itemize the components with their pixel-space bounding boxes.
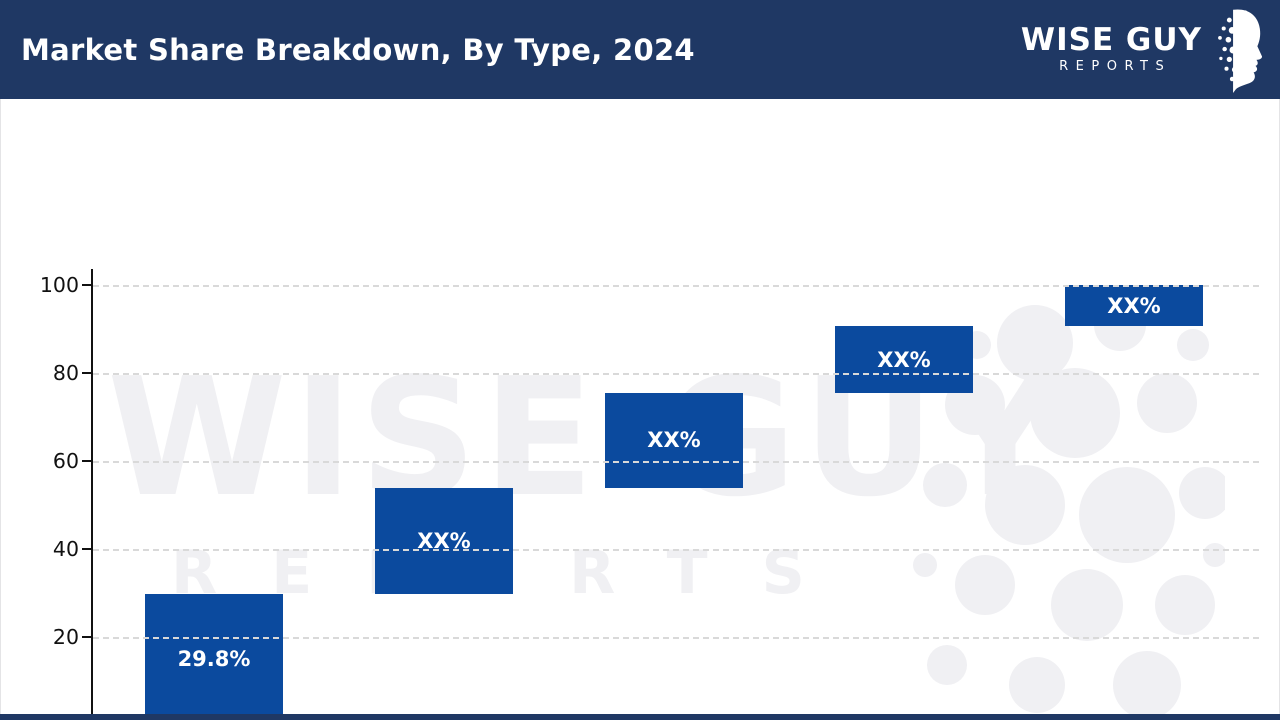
bar-value-label: XX% [877,347,931,372]
logo-subtitle: REPORTS [1059,59,1172,74]
logo-wordmark: WISE GUY [1020,22,1202,58]
bar-value-label: XX% [1107,293,1161,318]
y-axis-tick-mark [82,460,91,462]
bar-value-label: 29.8% [177,647,251,672]
y-axis-tick-label: 80 [52,361,79,385]
logo-head-icon [1218,8,1263,93]
y-axis-tick-label: 40 [52,537,79,561]
header-bar: Market Share Breakdown, By Type, 2024 WI… [0,0,1280,99]
y-axis-tick-mark [82,372,91,374]
logo: WISE GUY REPORTS [1021,0,1264,99]
plot-area: 02040608010029.8%Electro-OpticalXX%Laser… [40,269,1259,720]
bar-segment: XX% [375,487,513,594]
gridline [93,373,1259,375]
bar-segment: XX% [1065,285,1203,327]
bar-segment: XX% [835,326,973,393]
y-axis-tick-mark [82,636,91,638]
chart-area: WISE GUY REPORTS 02040608010029.8%Electr… [0,99,1280,720]
y-axis-tick-label: 100 [39,273,79,297]
bar-segment: 29.8% [145,593,283,720]
y-axis-tick-label: 60 [52,449,79,473]
bar-segment: XX% [605,392,743,488]
y-axis-tick-mark [82,548,91,550]
y-axis-tick-label: 20 [52,625,79,649]
bar-value-label: XX% [647,428,701,453]
y-axis-tick-mark [82,284,91,286]
gridline [93,549,1259,551]
footer-bar [0,714,1280,720]
logo-text: WISE GUY REPORTS [1020,22,1202,75]
page-title: Market Share Breakdown, By Type, 2024 [21,32,695,67]
bar-value-label: XX% [417,528,471,553]
